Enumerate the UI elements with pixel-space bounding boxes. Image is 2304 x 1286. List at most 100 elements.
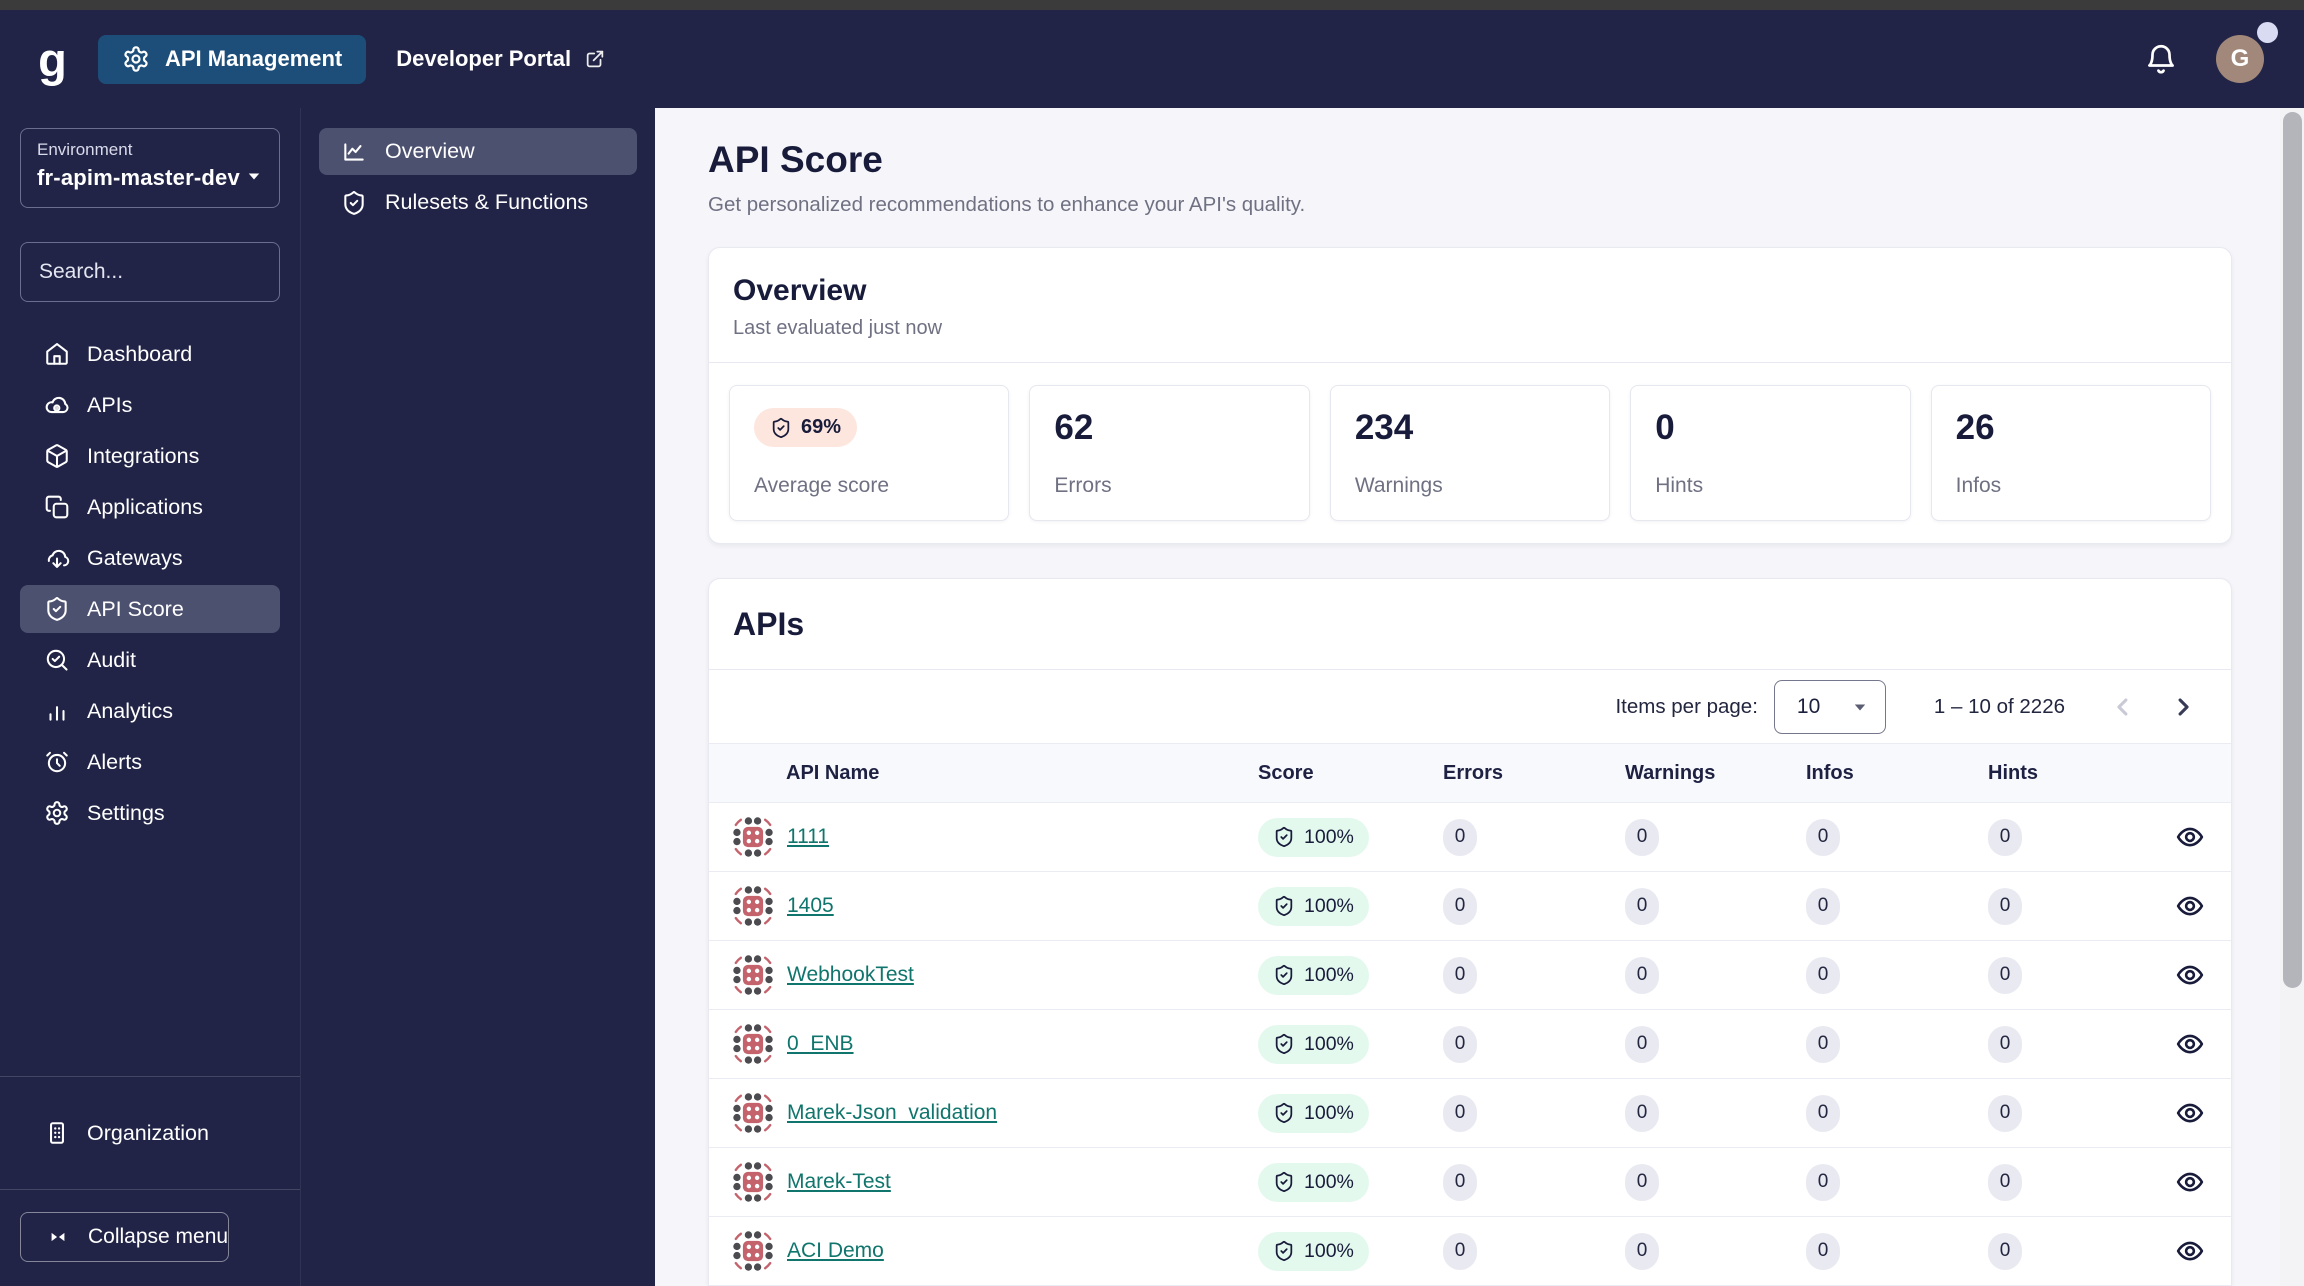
sidebar-item-label: API Score [87, 596, 184, 621]
developer-portal-link[interactable]: Developer Portal [396, 46, 606, 72]
previous-page-button[interactable] [2101, 685, 2145, 729]
actions-cell [2169, 1236, 2231, 1266]
user-avatar-wrap: G [2216, 22, 2278, 83]
hints-count-badge: 0 [1988, 887, 2022, 925]
sidebar-item-integrations[interactable]: Integrations [20, 432, 280, 480]
overview-card-head: Overview Last evaluated just now [709, 248, 2231, 362]
items-per-page-select[interactable]: 10 [1773, 679, 1886, 734]
view-api-button[interactable] [2175, 822, 2205, 852]
gear-badge-icon [122, 45, 150, 73]
infos-count-badge: 0 [1806, 1094, 1840, 1132]
secondary-nav: Overview Rulesets & Functions [300, 108, 655, 1286]
api-management-tab[interactable]: API Management [98, 34, 367, 84]
cube-icon [44, 443, 70, 469]
errors-count-badge: 0 [1443, 887, 1477, 925]
scrollbar-track[interactable] [2280, 108, 2304, 1286]
stat-value: 234 [1354, 408, 1414, 447]
view-api-button[interactable] [2175, 1236, 2205, 1266]
api-name-link[interactable]: 1405 [787, 894, 834, 917]
view-api-button[interactable] [2175, 1098, 2205, 1128]
next-page-button[interactable] [2161, 685, 2205, 729]
topbar: g API Management Developer Portal G [0, 10, 2304, 108]
score-badge: 100% [1258, 1024, 1369, 1064]
view-api-button[interactable] [2175, 960, 2205, 990]
sidebar-item-alerts[interactable]: Alerts [20, 738, 280, 786]
sidebar-item-organization[interactable]: Organization [0, 1077, 300, 1189]
divider [0, 1189, 300, 1190]
sidebar-item-audit[interactable]: Audit [20, 636, 280, 684]
chevron-left-icon [2109, 693, 2137, 721]
view-api-button[interactable] [2175, 1029, 2205, 1059]
collapse-menu-button[interactable]: Collapse menu [20, 1212, 230, 1262]
score-cell: 100% [1258, 955, 1443, 995]
sidebar-search [20, 242, 336, 302]
api-name-link[interactable]: 1111 [787, 825, 830, 848]
table-body: 1111 100% 0 0 0 0 1405 100% 0 0 0 0 WebhookTest 100% 0… [709, 803, 2231, 1286]
api-name-link[interactable]: 0_ENB [787, 1032, 854, 1055]
view-api-button[interactable] [2175, 891, 2205, 921]
sidebar-item-apis[interactable]: APIs [20, 381, 280, 429]
api-avatar-identicon [731, 1160, 775, 1204]
apis-card: APIs Items per page: 10 1 – 10 of 2226 A… [708, 578, 2232, 1286]
sidebar-item-settings[interactable]: Settings [20, 789, 280, 837]
api-name-cell: 1111 [731, 815, 1258, 859]
table-row: 1111 100% 0 0 0 0 [709, 803, 2231, 872]
sidebar-item-api-score[interactable]: API Score [20, 585, 280, 633]
bar-chart-icon [44, 698, 70, 724]
environment-value: fr-apim-master-dev [37, 165, 240, 190]
score-cell: 100% [1258, 886, 1443, 926]
sidebar-item-gateways[interactable]: Gateways [20, 534, 280, 582]
page-subtitle: Get personalized recommendations to enha… [708, 193, 1306, 216]
errors-cell: 0 [1443, 1232, 1625, 1270]
sidebar-item-analytics[interactable]: Analytics [20, 687, 280, 735]
last-evaluated-label: Last evaluated just now [733, 317, 943, 339]
hints-cell: 0 [1988, 1094, 2169, 1132]
shield-check-icon [1273, 1102, 1295, 1124]
notifications-bell-icon[interactable] [2144, 42, 2178, 76]
caret-down-icon [1849, 696, 1871, 718]
score-badge: 100% [1258, 1162, 1369, 1202]
sidebar-item-dashboard[interactable]: Dashboard [20, 330, 280, 378]
table-row: 0_ENB 100% 0 0 0 0 [709, 1010, 2231, 1079]
view-api-button[interactable] [2175, 1167, 2205, 1197]
hints-cell: 0 [1988, 956, 2169, 994]
api-name-cell: ACI Demo [731, 1229, 1258, 1273]
api-name-link[interactable]: Marek-Json_validation [787, 1101, 998, 1124]
subnav-item-overview[interactable]: Overview [319, 128, 637, 175]
score-value: 100% [1304, 1170, 1354, 1193]
hints-count-badge: 0 [1988, 1025, 2022, 1063]
warnings-count-badge: 0 [1625, 818, 1659, 856]
applications-icon [44, 494, 70, 520]
shield-check-icon [1273, 1240, 1295, 1262]
stat-value: 69% [801, 416, 842, 438]
subnav-item-rulesets-functions[interactable]: Rulesets & Functions [319, 179, 637, 226]
warnings-count-badge: 0 [1625, 1232, 1659, 1270]
api-name-link[interactable]: WebhookTest [787, 963, 914, 986]
score-value: 100% [1304, 825, 1354, 848]
divider [0, 1076, 300, 1077]
sidebar-item-applications[interactable]: Applications [20, 483, 280, 531]
search-input[interactable] [39, 260, 310, 284]
main-content: API Score Get personalized recommendatio… [655, 108, 2304, 1286]
sidebar-item-label: Audit [87, 647, 137, 672]
score-badge: 100% [1258, 886, 1369, 926]
scrollbar-thumb[interactable] [2283, 112, 2302, 988]
warnings-cell: 0 [1625, 818, 1806, 856]
api-name-cell: 1405 [731, 884, 1258, 928]
errors-cell: 0 [1443, 1094, 1625, 1132]
api-name-link[interactable]: Marek-Test [787, 1170, 891, 1193]
infos-cell: 0 [1806, 1094, 1988, 1132]
environment-select[interactable]: Environment fr-apim-master-dev [20, 128, 280, 208]
user-avatar[interactable]: G [2216, 35, 2264, 83]
gravitee-logo[interactable]: g [38, 32, 67, 86]
apis-card-title: APIs [733, 606, 805, 642]
page-title: API Score [708, 139, 883, 180]
api-avatar-identicon [731, 1229, 775, 1273]
stat-label: Errors [1054, 474, 1112, 497]
errors-cell: 0 [1443, 1163, 1625, 1201]
api-name-link[interactable]: ACI Demo [787, 1239, 884, 1262]
sidebar-item-label: Analytics [87, 698, 174, 723]
api-avatar-identicon [731, 1091, 775, 1135]
errors-cell: 0 [1443, 887, 1625, 925]
stat-label: Infos [1955, 474, 2002, 497]
